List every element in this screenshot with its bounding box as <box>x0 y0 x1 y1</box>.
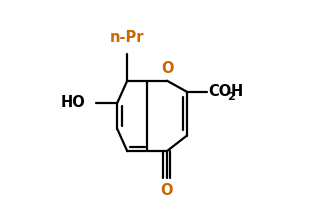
Text: n-Pr: n-Pr <box>110 30 145 45</box>
Text: O: O <box>161 183 173 198</box>
Text: 2: 2 <box>227 91 235 101</box>
Text: CO: CO <box>209 84 232 99</box>
Text: O: O <box>161 61 174 76</box>
Text: H: H <box>231 84 243 99</box>
Text: HO: HO <box>61 95 85 110</box>
